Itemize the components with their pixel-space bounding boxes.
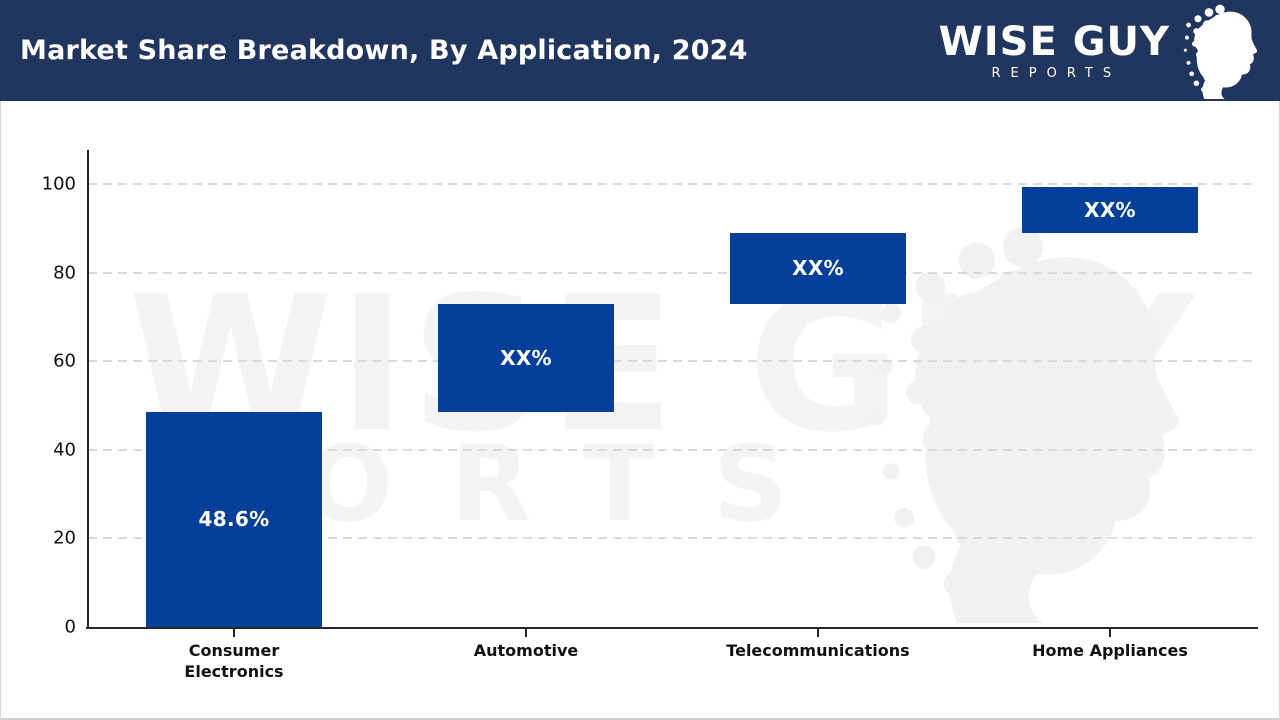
chart-title: Market Share Breakdown, By Application, …	[20, 35, 748, 66]
x-axis-category-label: Home Appliances	[1032, 641, 1188, 660]
logo-wordmark: WISE GUY	[938, 18, 1170, 65]
bar-telecommunications: XX%	[730, 232, 906, 304]
wise-guy-logo: WISE GUY REPORTS	[939, 3, 1266, 99]
y-axis-line	[87, 150, 89, 629]
gridline-y-20	[88, 537, 1256, 540]
logo-text: WISE GUY REPORTS	[939, 22, 1170, 80]
logo-subtitle: REPORTS	[991, 65, 1122, 81]
y-axis-tick-label: 100	[41, 173, 76, 195]
bar-value-label: XX%	[1084, 197, 1136, 222]
bar-chart-plot-area: 0 20 40 60 80 100 48.6% Consumer Electronics XX%…	[0, 101, 1280, 681]
bar-value-label: 48.6%	[198, 507, 270, 532]
y-axis-tick-label: 0	[64, 616, 76, 638]
gridline-y-80	[88, 271, 1256, 274]
gridline-y-40	[88, 448, 1256, 451]
chart-header: Market Share Breakdown, By Application, …	[0, 0, 1280, 101]
gridline-y-60	[88, 360, 1256, 363]
x-axis-category-label: Automotive	[473, 641, 579, 660]
x-axis-category-label: Consumer Electronics	[184, 641, 284, 681]
y-axis-tick-label: 80	[53, 262, 76, 284]
bar-value-label: XX%	[500, 345, 552, 370]
logo-head-icon	[1174, 3, 1266, 99]
x-axis-tick-mark	[233, 629, 235, 637]
y-axis-tick-label: 20	[53, 527, 76, 549]
y-axis-tick-label: 60	[53, 350, 76, 372]
bar-home-appliances: XX%	[1022, 187, 1198, 233]
x-axis-tick-mark	[1109, 629, 1111, 637]
x-axis-tick-mark	[817, 629, 819, 637]
y-axis-tick-label: 40	[53, 439, 76, 461]
gridline-y-100	[88, 183, 1256, 185]
bar-automotive: XX%	[438, 303, 614, 412]
bar-consumer-electronics: 48.6%	[146, 411, 322, 627]
x-axis-tick-mark	[525, 629, 527, 637]
bar-value-label: XX%	[792, 256, 844, 281]
x-axis-category-label: Telecommunications	[726, 641, 910, 660]
x-axis-line	[86, 627, 1258, 629]
